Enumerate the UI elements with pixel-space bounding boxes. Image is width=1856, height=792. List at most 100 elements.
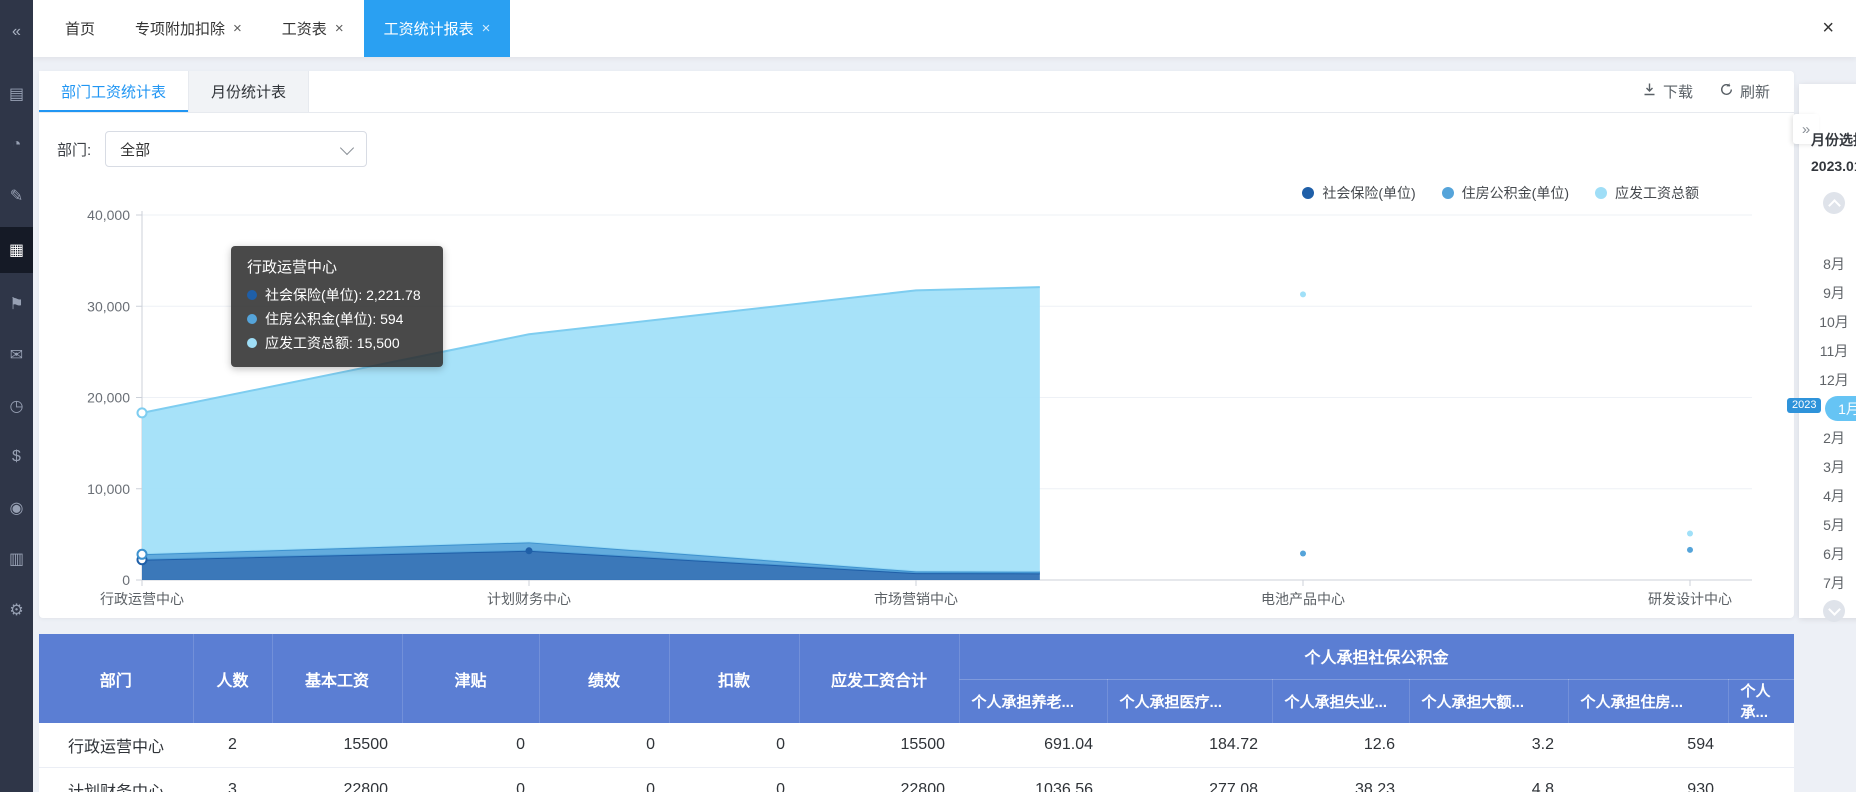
- chevron-down-icon: [340, 140, 355, 156]
- legend-item[interactable]: 住房公积金(单位): [1441, 183, 1569, 203]
- month-item-2月[interactable]: 2月: [1823, 429, 1845, 446]
- legend-item[interactable]: 社会保险(单位): [1302, 183, 1416, 203]
- month-item-1月[interactable]: 2023 1月: [1787, 394, 1856, 423]
- home-icon[interactable]: ▤: [8, 86, 25, 103]
- scroll-down-icon[interactable]: [1823, 600, 1845, 622]
- subtab-month-stats[interactable]: 月份统计表: [189, 71, 310, 112]
- tab-salary-sheet[interactable]: 工资表 ×: [262, 0, 364, 57]
- x-axis-label: 计划财务中心: [487, 591, 571, 607]
- table-cell: 计划财务中心: [39, 767, 193, 792]
- legend-label: 应发工资总额: [1615, 185, 1699, 201]
- table-cell: 277.08: [1107, 767, 1272, 792]
- table-row: 行政运营中心 2 15500 0 0 0 15500 691.04 184.72 12.6 3.2 5…: [39, 723, 1794, 768]
- collapse-sidebar-icon[interactable]: «: [12, 23, 21, 40]
- close-all-tabs-icon[interactable]: ×: [1822, 17, 1834, 39]
- table-cell: 0: [669, 767, 799, 792]
- column-header: 部门: [39, 634, 194, 723]
- tab-label: 首页: [65, 21, 96, 38]
- subtab-dept-salary[interactable]: 部门工资统计表: [39, 71, 190, 112]
- clock-icon[interactable]: ◷: [9, 398, 24, 415]
- tooltip-row: 社会保险(单位): 2,221.78: [247, 283, 427, 307]
- x-axis-label: 市场营销中心: [874, 591, 958, 607]
- table-cell: [1728, 767, 1794, 792]
- scroll-up-icon[interactable]: [1823, 192, 1845, 214]
- tab-label: 专项附加扣除: [135, 21, 226, 38]
- table-cell: 15500: [799, 723, 959, 768]
- month-item-3月[interactable]: 3月: [1823, 458, 1845, 475]
- data-point: [1300, 291, 1306, 298]
- month-item-11月[interactable]: 11月: [1819, 342, 1849, 359]
- data-point: [1687, 546, 1693, 553]
- table-cell: 0: [402, 723, 539, 768]
- table-cell: 行政运营中心: [39, 723, 193, 768]
- refresh-label: 刷新: [1739, 84, 1770, 101]
- table-cell: 1036.56: [959, 767, 1107, 792]
- y-axis-label: 20,000: [87, 390, 130, 406]
- tab-close-icon[interactable]: ×: [334, 20, 344, 37]
- download-button[interactable]: 下载: [1642, 81, 1693, 102]
- area-series: [142, 287, 1040, 572]
- tab-close-icon[interactable]: ×: [481, 20, 491, 37]
- salary-table: 部门 人数 基本工资 津贴 绩效 扣款 应发工资合计 个人承担社保公积金 个人承担养老... 个人…: [39, 634, 1794, 792]
- data-point: [1687, 530, 1693, 537]
- department-select[interactable]: 全部: [105, 131, 368, 167]
- month-item-12月[interactable]: 12月: [1819, 371, 1849, 388]
- table-cell: 0: [669, 723, 799, 768]
- sub-column-header: 个人承担住房...: [1568, 679, 1729, 723]
- tab-salary-report[interactable]: 工资统计报表 ×: [363, 0, 511, 57]
- legend-item[interactable]: 应发工资总额: [1595, 183, 1699, 203]
- month-item-4月[interactable]: 4月: [1823, 487, 1845, 504]
- month-item-8月[interactable]: 8月: [1823, 255, 1845, 272]
- table-cell: 22800: [799, 767, 959, 792]
- table-cell: 38.23: [1272, 767, 1409, 792]
- tab-close-icon[interactable]: ×: [233, 20, 242, 37]
- x-axis-label: 行政运营中心: [100, 591, 184, 607]
- table-cell: 0: [539, 767, 669, 792]
- month-panel-title: 月份选择: [1811, 132, 1856, 148]
- target-icon[interactable]: ◉: [9, 500, 24, 517]
- tooltip-text: 住房公积金(单位): 594: [265, 311, 404, 327]
- table-cell: 930: [1568, 767, 1728, 792]
- month-item-10月[interactable]: 10月: [1819, 313, 1849, 330]
- salary-table-card: 部门 人数 基本工资 津贴 绩效 扣款 应发工资合计 个人承担社保公积金 个人承担养老... 个人…: [39, 634, 1794, 792]
- sub-column-header: 个人承...: [1728, 679, 1794, 723]
- table-cell: 184.72: [1107, 723, 1272, 768]
- download-label: 下载: [1662, 84, 1693, 101]
- column-header: 扣款: [669, 634, 800, 723]
- chart-legend: 社会保险(单位) 住房公积金(单位) 应发工资总额: [1302, 183, 1699, 203]
- mail-icon[interactable]: ✉: [9, 347, 24, 364]
- settings-icon[interactable]: ⚙: [9, 602, 24, 619]
- table-cell: [1728, 723, 1794, 768]
- y-axis-label: 30,000: [87, 298, 130, 314]
- y-axis-label: 40,000: [87, 207, 130, 223]
- month-item-9月[interactable]: 9月: [1823, 284, 1845, 301]
- refresh-button[interactable]: 刷新: [1719, 81, 1770, 102]
- current-period: 2023.01: [1811, 158, 1856, 174]
- salary-report-card: 部门工资统计表 月份统计表 下载 刷新 部门:: [39, 71, 1794, 618]
- y-axis-label: 0: [122, 572, 130, 588]
- sub-column-header: 个人承担失业...: [1272, 679, 1410, 723]
- chart-tooltip: 行政运营中心 社会保险(单位): 2,221.78 住房公积金(单位): 594 应…: [231, 246, 443, 367]
- month-list: 8月 9月 10月 11月 12月 2023 1月 2月 3月 4月 5月 6月 7月: [1787, 249, 1856, 597]
- active-month-pill: 1月: [1825, 396, 1856, 421]
- grid-icon[interactable]: ▥: [8, 551, 25, 568]
- month-item-7月[interactable]: 7月: [1823, 574, 1845, 591]
- money-icon[interactable]: $: [12, 448, 21, 465]
- x-axis-label: 研发设计中心: [1648, 591, 1732, 607]
- month-item-6月[interactable]: 6月: [1823, 545, 1845, 562]
- flag-icon[interactable]: ⚑: [9, 296, 24, 313]
- collapse-panel-icon[interactable]: »: [1793, 114, 1819, 144]
- column-header: 应发工资合计: [799, 634, 960, 723]
- table-cell: 3: [193, 767, 272, 792]
- edit-icon[interactable]: ✎: [9, 188, 24, 205]
- tab-home[interactable]: 首页: [45, 0, 115, 57]
- tab-special-deduction[interactable]: 专项附加扣除 ×: [115, 0, 262, 57]
- month-item-5月[interactable]: 5月: [1823, 516, 1845, 533]
- ledger-icon[interactable]: ◔: [11, 136, 22, 153]
- area-series: [142, 542, 1040, 574]
- download-icon: [1642, 82, 1657, 101]
- table-cell: 22800: [272, 767, 402, 792]
- report-icon[interactable]: ▦: [0, 227, 33, 273]
